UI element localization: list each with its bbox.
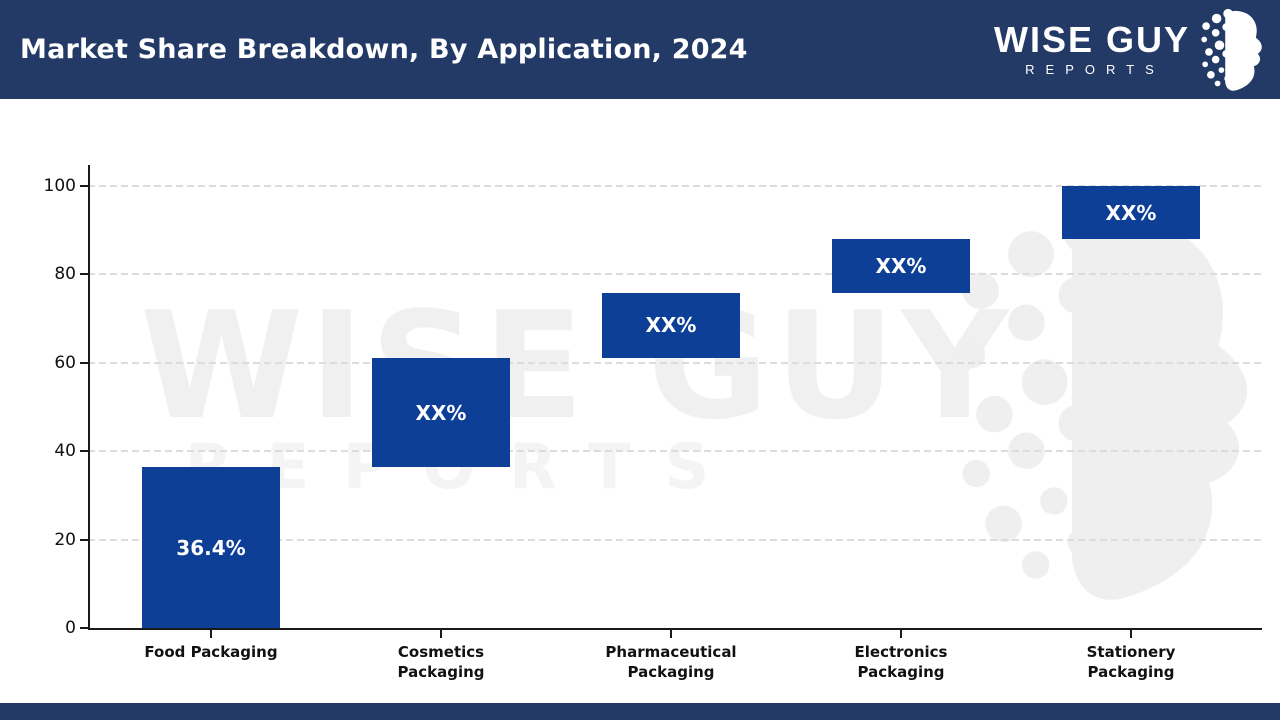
x-tick-1 [440,630,442,638]
y-tick-label-40: 40 [54,441,76,462]
gridline-20 [88,538,1262,541]
bar-electronics-packaging [832,239,970,293]
x-category-label: Pharmaceutical Packaging [605,643,737,682]
bar-value-label: XX% [875,254,927,278]
bar-cosmetics-packaging [372,358,510,468]
logo-subtitle: REPORTS [1025,62,1165,77]
x-category-label: Stationery Packaging [1086,643,1176,682]
gridline-40 [88,450,1262,453]
bar-stationery-packaging [1062,186,1200,240]
y-tick-80 [80,273,88,276]
bar-value-label: XX% [645,313,697,338]
bar-value-label: 36.4% [176,535,246,560]
x-category-label: Cosmetics Packaging [397,643,485,682]
gridline-80 [88,273,1262,276]
x-axis-spine [88,628,1262,630]
y-tick-label-60: 60 [54,352,76,373]
gridline-100 [88,185,1262,187]
logo-wordmark: WISE GUY [993,19,1190,60]
y-axis-spine [88,165,90,630]
wise-guy-logo: WISE GUY REPORTS [994,7,1280,93]
y-tick-20 [80,538,88,541]
watermark-head-icon [957,208,1248,600]
watermark-wordmark: WISE GUY [140,280,1015,452]
logo-head-icon [1201,8,1262,91]
footer-bar [0,703,1280,720]
y-tick-label-100: 100 [43,176,76,196]
header-bar: Market Share Breakdown, By Application, … [0,0,1280,99]
y-tick-40 [80,450,88,453]
x-tick-4 [1130,630,1132,638]
bar-pharmaceutical-packaging [602,292,740,359]
x-category-label: Electronics Packaging [854,643,948,682]
y-tick-100 [80,185,88,187]
y-tick-label-0: 0 [65,618,76,638]
y-tick-0 [80,627,88,629]
x-tick-3 [900,630,902,638]
logo-text: WISE GUY REPORTS [993,19,1190,78]
bar-value-label: XX% [1105,200,1157,225]
bar-food-packaging [142,467,280,628]
y-tick-label-20: 20 [54,529,76,550]
gridline-60 [88,361,1262,364]
bar-value-label: XX% [415,400,467,425]
x-tick-2 [670,630,672,638]
page-title: Market Share Breakdown, By Application, … [20,34,748,65]
y-tick-label-80: 80 [54,264,76,285]
y-tick-60 [80,361,88,364]
x-category-label: Food Packaging [144,643,278,661]
x-tick-0 [210,630,212,638]
